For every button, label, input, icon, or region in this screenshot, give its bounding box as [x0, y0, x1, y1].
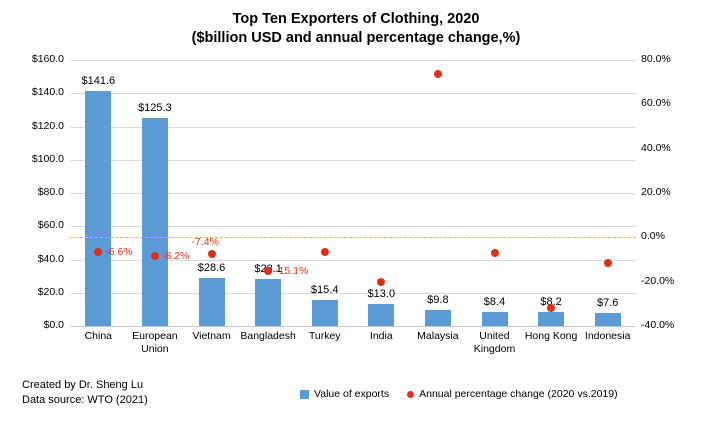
legend-label-annual-percentage-change: Annual percentage change (2020 vs.2019) — [419, 388, 618, 400]
bar — [198, 278, 225, 326]
y-axis-right-tick: 20.0% — [641, 186, 671, 198]
data-point-marker — [264, 266, 273, 275]
bar-value-label: $28.6 — [197, 262, 226, 275]
chart-title-block: Top Ten Exporters of Clothing, 2020 ($bi… — [0, 10, 712, 48]
bar-swatch-icon — [300, 389, 309, 399]
data-point-marker — [320, 247, 329, 256]
bar — [594, 313, 621, 326]
bar-value-label: $7.6 — [596, 297, 619, 310]
y-axis-right-tick: -40.0% — [641, 319, 675, 331]
bar — [481, 312, 508, 326]
y-axis-left: $0.0 $20.0 $40.0 $60.0 $80.0 $100.0 $120.0 $140… — [8, 53, 64, 331]
category-label-line: Hong Kong — [524, 330, 578, 342]
category-label-line: Indonesia — [584, 330, 631, 342]
marker-value-label: -8.2% — [161, 249, 190, 262]
y-axis-left-tick: $20.0 — [37, 285, 64, 298]
gridline — [70, 93, 636, 95]
data-point-marker — [94, 247, 103, 256]
category-label-line: European — [132, 330, 178, 342]
data-point-marker — [433, 70, 442, 79]
gridline — [70, 126, 636, 128]
credit-block: Created by Dr. Sheng Lu Data source: WTO… — [22, 378, 148, 408]
gridline — [70, 60, 636, 61]
y-axis-right-tick: 40.0% — [641, 141, 671, 154]
y-axis-left-tick: $60.0 — [37, 219, 64, 232]
y-axis-right: -40.0% -20.0% 0.0% 20.0% 40.0% 60.0% 80.0% — [641, 53, 707, 331]
y-axis-right-tick: -20.0% — [641, 274, 675, 287]
data-point-marker — [150, 251, 159, 260]
category-axis: China European Union Vietnam Bangladesh Turke… — [70, 330, 636, 364]
credit-source: Data source: WTO (2021) — [22, 394, 148, 406]
gridline — [70, 193, 636, 194]
legend-item-value-of-exports: Value of exports — [300, 388, 389, 400]
category-label-line: Malaysia — [417, 330, 459, 342]
category-label-line: Vietnam — [192, 330, 231, 342]
plot-area: $141.6$125.3$28.6$28.1$15.4$13.0$9.8$8.4… — [70, 60, 636, 327]
category-label-line: China — [84, 330, 113, 342]
data-point-marker — [377, 277, 386, 286]
gridline — [70, 226, 636, 228]
y-axis-left-tick: $100.0 — [31, 152, 64, 165]
category-label: Turkey — [296, 330, 353, 343]
y-axis-right-tick: 80.0% — [641, 53, 671, 65]
category-label: India — [353, 330, 410, 343]
marker-value-label: -6.6% — [105, 245, 133, 258]
y-axis-right-tick: 60.0% — [641, 97, 671, 110]
data-point-marker — [603, 258, 612, 267]
bar-value-label: $13.0 — [367, 288, 396, 301]
y-axis-left-tick: $160.0 — [31, 53, 64, 65]
bar-value-label: $9.8 — [427, 293, 449, 306]
data-point-marker — [207, 249, 216, 258]
gridline — [70, 259, 636, 261]
gridline — [70, 292, 636, 294]
bar — [141, 117, 168, 326]
chart-legend: Value of exports Annual percentage chang… — [300, 388, 618, 400]
x-axis-baseline — [70, 326, 636, 327]
dot-swatch-icon — [407, 390, 415, 398]
bar — [85, 90, 112, 326]
category-label: Hong Kong — [523, 330, 580, 343]
credit-author: Created by Dr. Sheng Lu — [22, 379, 144, 391]
y-axis-left-tick: $80.0 — [37, 186, 64, 198]
category-label: United Kingdom — [466, 330, 523, 356]
bar-value-label: $15.4 — [310, 284, 339, 297]
category-label-line: Bangladesh — [240, 330, 296, 342]
category-label: China — [70, 330, 127, 343]
category-label: Malaysia — [410, 330, 467, 343]
chart-subtitle: ($billion USD and annual percentage chan… — [191, 30, 521, 46]
category-label: European Union — [127, 330, 184, 356]
y-axis-right-tick: 0.0% — [641, 230, 665, 243]
marker-value-label: -15.1% — [275, 264, 309, 277]
bar — [424, 309, 451, 326]
category-label-line: Turkey — [308, 330, 341, 342]
bar — [255, 279, 282, 326]
bar — [311, 300, 338, 326]
category-label-line: India — [369, 330, 393, 342]
y-axis-left-tick: $140.0 — [31, 86, 64, 99]
category-label: Indonesia — [579, 330, 636, 343]
bar-value-label: $141.6 — [81, 74, 116, 87]
gridline — [70, 159, 636, 161]
bar — [368, 304, 395, 326]
bar-value-label: $8.4 — [483, 296, 506, 309]
marker-value-label: -7.4% — [191, 235, 219, 248]
category-label: Vietnam — [183, 330, 240, 343]
legend-item-annual-percentage-change: Annual percentage change (2020 vs.2019) — [407, 388, 618, 400]
bar-value-label: $125.3 — [138, 101, 172, 114]
y-axis-left-tick: $40.0 — [37, 252, 64, 265]
category-label-line: Union — [141, 343, 169, 355]
y-axis-left-tick: $0.0 — [43, 319, 64, 331]
data-point-marker — [547, 304, 556, 313]
zero-percent-reference-line — [70, 237, 636, 239]
bar-value-label: $8.2 — [540, 296, 562, 309]
category-label-line: United — [479, 330, 510, 342]
bar — [538, 312, 565, 326]
legend-label-value-of-exports: Value of exports — [314, 388, 390, 400]
y-axis-left-tick: $120.0 — [31, 119, 64, 132]
category-label-line: Kingdom — [473, 343, 516, 355]
category-label: Bangladesh — [240, 330, 297, 343]
chart-title: Top Ten Exporters of Clothing, 2020 — [232, 11, 480, 27]
data-point-marker — [490, 248, 499, 257]
